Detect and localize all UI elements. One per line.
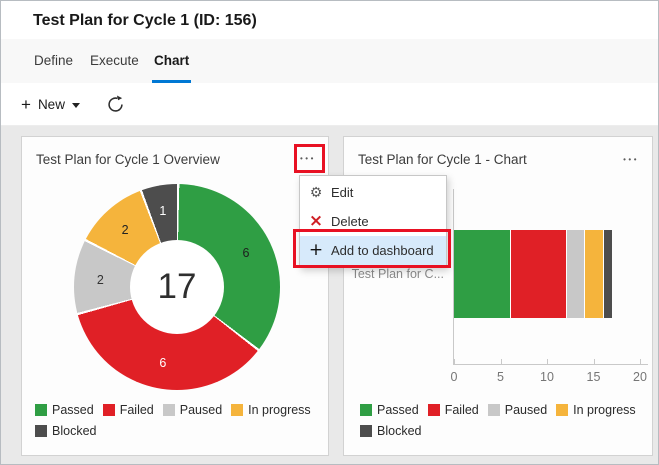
legend-swatch-passed bbox=[35, 404, 47, 416]
x-label-10: 10 bbox=[540, 370, 554, 384]
legend-item-in-progress: In progress bbox=[231, 403, 311, 417]
tab-bar: Define Execute Chart bbox=[1, 39, 658, 83]
legend-item-blocked: Blocked bbox=[360, 424, 421, 438]
widget-overview-more-button[interactable]: ••• bbox=[300, 154, 316, 163]
x-axis-labels: 0 5 10 15 20 bbox=[450, 370, 647, 384]
widget-overview-card: Test Plan for Cycle 1 Overview 17 6 6 2 … bbox=[21, 136, 329, 456]
legend-label-failed: Failed bbox=[444, 403, 479, 417]
tab-execute[interactable]: Execute bbox=[90, 53, 139, 68]
menu-item-add-to-dashboard-label: Add to dashboard bbox=[331, 243, 434, 258]
bar-category-label: Test Plan for C... bbox=[351, 267, 444, 281]
legend-swatch-passed bbox=[360, 404, 372, 416]
refresh-icon bbox=[108, 95, 123, 112]
menu-item-edit-label: Edit bbox=[331, 185, 354, 200]
donut-value-passed: 6 bbox=[242, 245, 250, 260]
plus-icon: + bbox=[21, 94, 31, 114]
legend-label-passed: Passed bbox=[52, 403, 94, 417]
legend-item-failed: Failed bbox=[102, 403, 154, 417]
legend-label-blocked: Blocked bbox=[52, 424, 97, 438]
donut-center-total: 17 bbox=[130, 240, 224, 334]
menu-item-delete[interactable]: × Delete bbox=[300, 207, 446, 236]
bar-segment-blocked[interactable] bbox=[602, 230, 613, 318]
menu-item-delete-label: Delete bbox=[331, 214, 369, 229]
legend-swatch-blocked bbox=[35, 425, 47, 437]
donut-value-paused: 2 bbox=[96, 272, 104, 287]
legend-swatch-in-progress bbox=[556, 404, 569, 416]
toolbar: + New bbox=[1, 83, 658, 126]
legend-label-paused: Paused bbox=[504, 403, 548, 417]
legend-item-paused: Paused bbox=[487, 403, 548, 417]
tab-define[interactable]: Define bbox=[34, 53, 74, 68]
menu-item-add-to-dashboard[interactable]: + Add to dashboard bbox=[300, 236, 446, 265]
widget-chart-more-button[interactable]: ••• bbox=[623, 155, 639, 164]
legend-label-in-progress: In progress bbox=[573, 403, 636, 417]
widget-chart-title: Test Plan for Cycle 1 - Chart bbox=[358, 152, 527, 167]
donut-value-in-progress: 2 bbox=[121, 223, 129, 238]
legend-swatch-failed bbox=[427, 404, 440, 416]
new-button[interactable]: + New bbox=[17, 83, 84, 125]
legend-item-paused: Paused bbox=[162, 403, 223, 417]
x-label-15: 15 bbox=[586, 370, 601, 384]
legend-swatch-paused bbox=[487, 404, 500, 416]
legend-swatch-paused bbox=[162, 404, 175, 416]
legend-label-blocked: Blocked bbox=[377, 424, 422, 438]
tab-chart[interactable]: Chart bbox=[152, 39, 192, 83]
legend-chart: Passed Failed Paused In progress bbox=[360, 403, 645, 445]
delete-x-icon: × bbox=[308, 211, 324, 231]
legend-item-blocked: Blocked bbox=[35, 424, 96, 438]
legend-label-paused: Paused bbox=[179, 403, 223, 417]
legend-label-failed: Failed bbox=[119, 403, 154, 417]
bar-chart-y-axis bbox=[453, 189, 454, 365]
gear-icon: ⚙ bbox=[309, 184, 323, 201]
legend-overview: Passed Failed Paused In progress bbox=[35, 403, 320, 445]
legend-label-in-progress: In progress bbox=[248, 403, 311, 417]
widget-context-menu: ⚙ Edit × Delete + Add to dashboard bbox=[299, 175, 447, 268]
bar-segment-paused[interactable] bbox=[565, 230, 585, 318]
legend-label-passed: Passed bbox=[377, 403, 419, 417]
new-button-label: New bbox=[37, 96, 65, 112]
plus-icon: + bbox=[308, 240, 324, 260]
x-label-0: 0 bbox=[450, 370, 458, 384]
menu-item-edit[interactable]: ⚙ Edit bbox=[300, 178, 446, 207]
legend-swatch-blocked bbox=[360, 425, 372, 437]
bar-segment-passed[interactable] bbox=[454, 230, 510, 318]
donut-value-failed: 6 bbox=[159, 355, 167, 370]
legend-item-passed: Passed bbox=[360, 403, 419, 417]
bar-chart-x-axis bbox=[453, 364, 648, 365]
widget-overview-title: Test Plan for Cycle 1 Overview bbox=[36, 152, 220, 167]
stacked-bar bbox=[454, 230, 640, 318]
legend-item-failed: Failed bbox=[427, 403, 479, 417]
bar-segment-in-progress[interactable] bbox=[584, 230, 603, 318]
page-title: Test Plan for Cycle 1 (ID: 156) bbox=[33, 12, 257, 29]
donut-chart-wrap: 17 6 6 2 2 1 bbox=[74, 184, 280, 390]
legend-swatch-failed bbox=[102, 404, 115, 416]
refresh-button[interactable] bbox=[106, 95, 126, 115]
donut-value-blocked: 1 bbox=[159, 204, 167, 219]
x-label-20: 20 bbox=[633, 370, 647, 384]
bar-segment-failed[interactable] bbox=[509, 230, 566, 318]
legend-swatch-in-progress bbox=[231, 404, 244, 416]
legend-item-passed: Passed bbox=[35, 403, 94, 417]
x-axis-ticks bbox=[454, 359, 641, 364]
x-label-5: 5 bbox=[497, 370, 504, 384]
legend-item-in-progress: In progress bbox=[556, 403, 636, 417]
chevron-down-icon bbox=[71, 102, 80, 108]
